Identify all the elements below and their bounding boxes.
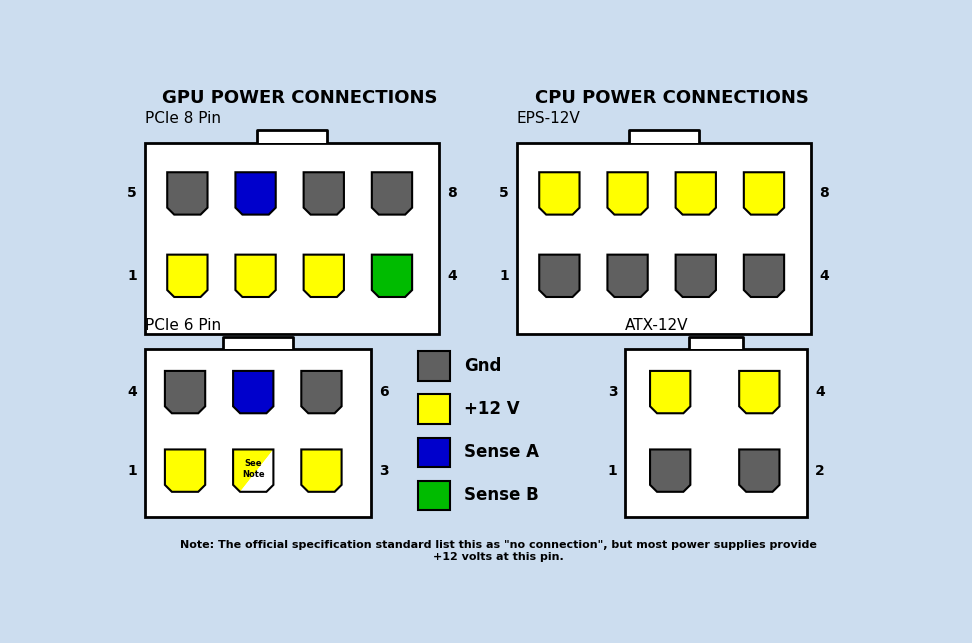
Text: 4: 4	[819, 269, 829, 283]
Polygon shape	[235, 255, 276, 297]
Bar	[418, 437, 450, 467]
Polygon shape	[167, 255, 208, 297]
Text: Sense B: Sense B	[464, 486, 538, 504]
Text: 2: 2	[816, 464, 825, 478]
Polygon shape	[744, 172, 784, 215]
Polygon shape	[165, 371, 205, 413]
Text: 1: 1	[608, 464, 617, 478]
Text: GPU POWER CONNECTIONS: GPU POWER CONNECTIONS	[162, 89, 437, 107]
Polygon shape	[650, 371, 690, 413]
Polygon shape	[744, 255, 784, 297]
Text: 4: 4	[447, 269, 457, 283]
Polygon shape	[676, 255, 716, 297]
Text: 4: 4	[816, 385, 825, 399]
Text: 3: 3	[379, 464, 389, 478]
Bar	[145, 143, 439, 334]
Bar	[517, 143, 812, 334]
Bar	[418, 351, 450, 381]
Polygon shape	[235, 172, 276, 215]
Bar	[689, 337, 744, 349]
Bar	[145, 349, 371, 517]
Polygon shape	[165, 449, 205, 492]
Polygon shape	[301, 371, 341, 413]
Text: +12 V: +12 V	[464, 400, 520, 418]
Text: PCIe 6 Pin: PCIe 6 Pin	[145, 318, 221, 333]
Polygon shape	[303, 255, 344, 297]
Polygon shape	[167, 172, 208, 215]
Text: CPU POWER CONNECTIONS: CPU POWER CONNECTIONS	[535, 89, 809, 107]
Polygon shape	[539, 255, 579, 297]
Polygon shape	[233, 449, 273, 492]
Polygon shape	[650, 449, 690, 492]
Text: 4: 4	[127, 385, 137, 399]
Text: 8: 8	[819, 186, 829, 201]
Polygon shape	[303, 172, 344, 215]
Text: 1: 1	[500, 269, 509, 283]
Polygon shape	[739, 371, 780, 413]
Text: EPS-12V: EPS-12V	[517, 111, 580, 127]
Text: 1: 1	[127, 269, 137, 283]
Polygon shape	[372, 172, 412, 215]
Polygon shape	[676, 172, 716, 215]
Polygon shape	[739, 449, 780, 492]
Polygon shape	[372, 255, 412, 297]
Text: See
Note: See Note	[242, 459, 264, 479]
Text: ATX-12V: ATX-12V	[625, 318, 689, 333]
Polygon shape	[240, 449, 273, 492]
Text: 1: 1	[127, 464, 137, 478]
Bar	[625, 349, 808, 517]
Text: 5: 5	[127, 186, 137, 201]
Text: 3: 3	[608, 385, 617, 399]
Bar	[223, 337, 293, 349]
Polygon shape	[608, 255, 647, 297]
Text: Gnd: Gnd	[464, 357, 502, 375]
Polygon shape	[233, 371, 273, 413]
Text: 6: 6	[379, 385, 389, 399]
Text: Note: The official specification standard list this as "no connection", but most: Note: The official specification standar…	[180, 540, 816, 561]
Text: 8: 8	[447, 186, 457, 201]
Text: Sense A: Sense A	[464, 443, 539, 461]
Bar	[629, 131, 699, 143]
Polygon shape	[608, 172, 647, 215]
Text: 5: 5	[500, 186, 509, 201]
Polygon shape	[301, 449, 341, 492]
Bar	[418, 480, 450, 510]
Bar	[258, 131, 327, 143]
Polygon shape	[539, 172, 579, 215]
Bar	[418, 394, 450, 424]
Text: PCIe 8 Pin: PCIe 8 Pin	[145, 111, 221, 127]
